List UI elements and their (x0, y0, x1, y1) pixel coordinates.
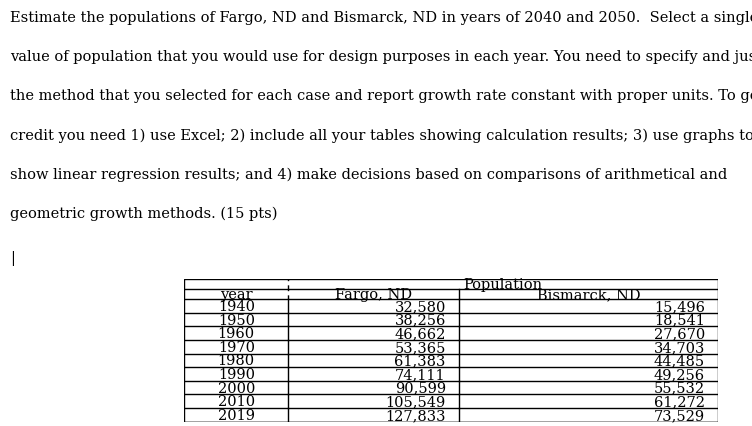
Text: 15,496: 15,496 (653, 299, 705, 313)
Text: Bismarck, ND: Bismarck, ND (537, 287, 641, 301)
Text: 1970: 1970 (218, 340, 255, 354)
Text: 53,365: 53,365 (395, 340, 446, 354)
Text: 49,256: 49,256 (653, 367, 705, 381)
Text: 34,703: 34,703 (653, 340, 705, 354)
Text: 74,111: 74,111 (396, 367, 446, 381)
Text: 2019: 2019 (218, 408, 255, 422)
Text: 105,549: 105,549 (386, 394, 446, 409)
Text: 2010: 2010 (218, 394, 255, 409)
Text: 2000: 2000 (217, 381, 255, 395)
Text: 73,529: 73,529 (653, 408, 705, 422)
Text: 127,833: 127,833 (385, 408, 446, 422)
Text: 38,256: 38,256 (395, 313, 446, 327)
Text: 46,662: 46,662 (395, 326, 446, 340)
Text: |: | (10, 250, 14, 265)
Text: 1980: 1980 (218, 354, 255, 368)
Text: credit you need 1) use Excel; 2) include all your tables showing calculation res: credit you need 1) use Excel; 2) include… (10, 128, 752, 143)
Text: 32,580: 32,580 (395, 299, 446, 313)
Text: 18,541: 18,541 (654, 313, 705, 327)
Text: 44,485: 44,485 (653, 354, 705, 368)
Text: Estimate the populations of Fargo, ND and Bismarck, ND in years of 2040 and 2050: Estimate the populations of Fargo, ND an… (10, 11, 752, 25)
Text: show linear regression results; and 4) make decisions based on comparisons of ar: show linear regression results; and 4) m… (10, 167, 727, 182)
Text: 55,532: 55,532 (653, 381, 705, 395)
Text: 1940: 1940 (218, 299, 255, 313)
Text: 1950: 1950 (218, 313, 255, 327)
Text: Fargo, ND: Fargo, ND (335, 287, 412, 301)
Text: 1990: 1990 (218, 367, 255, 381)
Text: geometric growth methods. (15 pts): geometric growth methods. (15 pts) (10, 207, 277, 221)
Text: Population: Population (464, 277, 543, 291)
Text: 27,670: 27,670 (653, 326, 705, 340)
Text: year: year (220, 287, 253, 301)
Text: 90,599: 90,599 (395, 381, 446, 395)
Text: value of population that you would use for design purposes in each year. You nee: value of population that you would use f… (10, 50, 752, 64)
Text: 61,383: 61,383 (395, 354, 446, 368)
Text: the method that you selected for each case and report growth rate constant with : the method that you selected for each ca… (10, 89, 752, 103)
Text: 1960: 1960 (218, 326, 255, 340)
Text: 61,272: 61,272 (653, 394, 705, 409)
